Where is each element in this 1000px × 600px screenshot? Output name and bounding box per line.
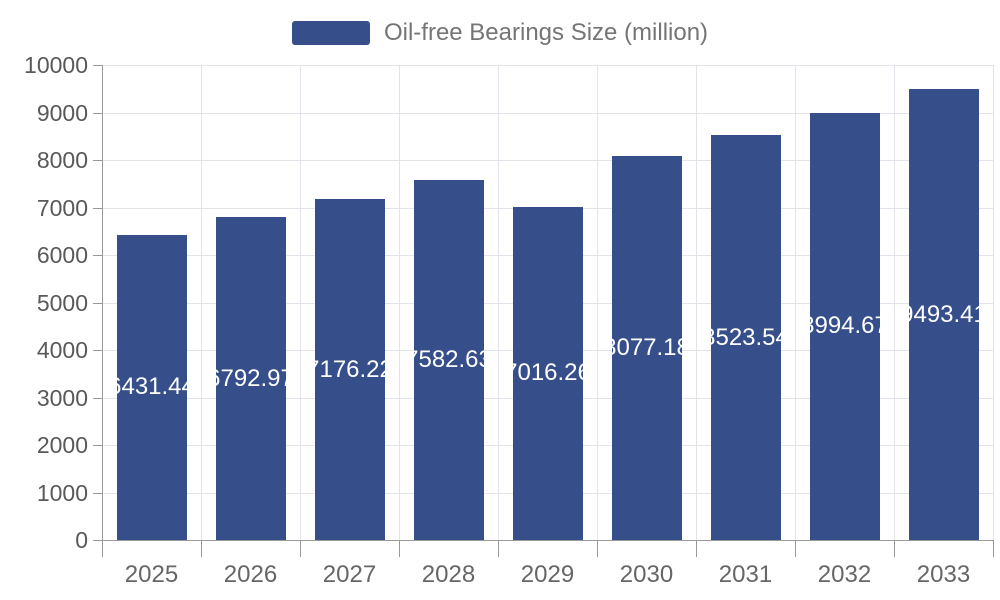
x-axis-tick — [894, 540, 895, 557]
y-axis-tick — [93, 445, 102, 446]
y-axis-label: 5000 — [36, 289, 88, 316]
y-axis-label: 3000 — [36, 384, 88, 411]
x-gridline — [597, 65, 598, 540]
x-gridline — [894, 65, 895, 540]
x-axis-tick — [597, 540, 598, 557]
y-axis-tick — [93, 350, 102, 351]
x-axis-label: 2025 — [124, 561, 179, 588]
y-axis-label: 0 — [75, 527, 88, 553]
x-axis-tick — [696, 540, 697, 557]
x-axis-label: 2028 — [421, 561, 476, 588]
y-axis-label: 1000 — [36, 479, 88, 506]
y-axis-tick — [93, 540, 102, 541]
y-axis-label: 2000 — [36, 432, 88, 458]
bar[interactable]: 6792.97 — [215, 217, 286, 540]
x-gridline — [201, 65, 202, 540]
bar-value-label: 7016.26 — [513, 359, 583, 387]
x-gridline — [399, 65, 400, 540]
y-gridline — [102, 160, 993, 161]
x-axis-label: 2033 — [916, 561, 971, 588]
x-axis-tick — [993, 540, 994, 557]
x-axis-label: 2031 — [718, 561, 773, 588]
x-axis-tick — [201, 540, 202, 557]
x-axis-label: 2029 — [520, 561, 575, 588]
bar[interactable]: 9493.41 — [908, 89, 979, 540]
legend-label: Oil-free Bearings Size (million) — [383, 19, 709, 46]
bar-value-label: 6431.44 — [117, 373, 187, 401]
y-axis-tick — [93, 65, 102, 66]
bar-value-label: 7176.22 — [315, 355, 385, 383]
x-axis-tick — [102, 540, 103, 557]
y-axis-tick — [93, 207, 102, 209]
x-gridline — [696, 65, 697, 540]
y-axis-label: 9000 — [36, 99, 88, 126]
bar[interactable]: 7176.22 — [314, 199, 385, 540]
y-axis-tick — [93, 492, 102, 494]
y-axis-tick — [93, 112, 102, 114]
bar-value-label: 7582.63 — [414, 345, 484, 373]
x-axis-tick — [300, 540, 301, 557]
bar[interactable]: 8077.18 — [611, 156, 682, 540]
bar[interactable]: 6431.44 — [116, 234, 187, 540]
x-axis-label: 2026 — [223, 561, 278, 588]
y-gridline — [102, 112, 993, 114]
y-axis-label: 8000 — [36, 147, 88, 173]
bar-value-label: 8077.18 — [612, 334, 682, 362]
y-axis-line — [102, 65, 103, 540]
bar[interactable]: 7016.26 — [512, 206, 583, 540]
y-axis-label: 7000 — [36, 194, 88, 221]
bar[interactable]: 8994.67 — [809, 112, 880, 540]
x-axis-line — [102, 540, 994, 541]
bar[interactable]: 8523.54 — [710, 135, 781, 540]
x-gridline — [300, 65, 301, 540]
bar[interactable]: 7582.63 — [413, 179, 484, 540]
y-axis-label: 4000 — [36, 337, 88, 363]
y-axis-tick — [93, 160, 102, 161]
y-axis-tick — [93, 255, 102, 256]
bar-value-label: 8523.54 — [711, 323, 781, 351]
y-axis-label: 10000 — [24, 52, 88, 78]
bar-value-label: 9493.41 — [909, 300, 979, 328]
legend-item[interactable]: Oil-free Bearings Size (million) — [0, 19, 1000, 47]
x-axis-label: 2027 — [322, 561, 377, 588]
y-axis-tick — [93, 397, 102, 399]
y-axis-tick — [93, 302, 102, 304]
y-axis-label: 6000 — [36, 242, 88, 268]
x-gridline — [795, 65, 796, 540]
x-axis-tick — [498, 540, 499, 557]
x-axis-tick — [399, 540, 400, 557]
x-axis-label: 2030 — [619, 561, 674, 588]
bar-value-label: 8994.67 — [810, 312, 880, 340]
legend-swatch-icon — [291, 21, 370, 45]
y-gridline — [102, 65, 993, 66]
x-axis-tick — [795, 540, 796, 557]
x-gridline — [498, 65, 499, 540]
x-axis-label: 2032 — [817, 561, 872, 588]
bar-value-label: 6792.97 — [216, 364, 286, 392]
x-gridline — [993, 65, 994, 540]
